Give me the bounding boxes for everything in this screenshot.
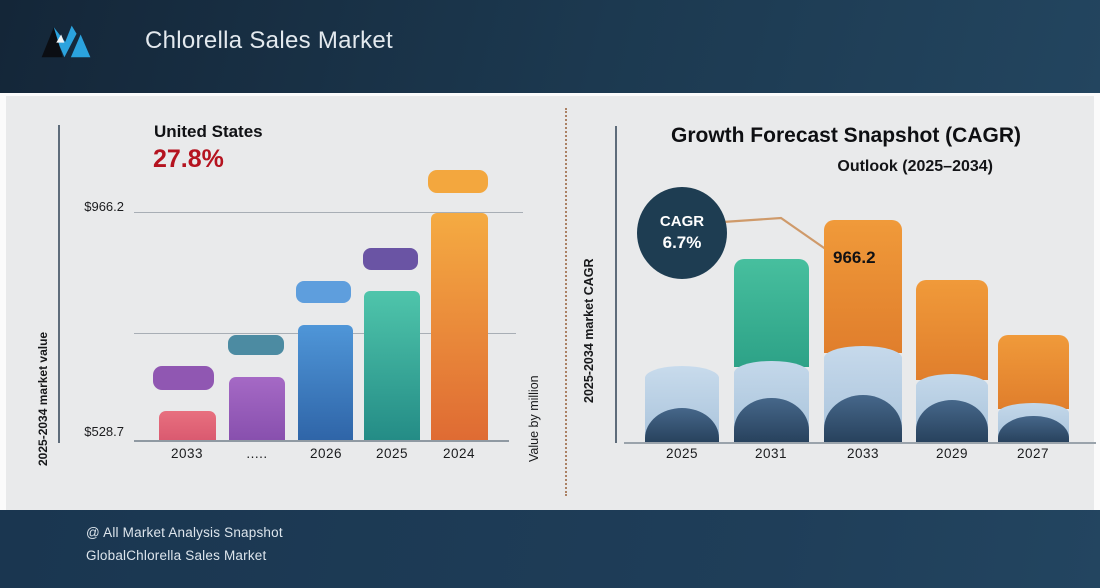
xlabel-r-2027: 2027 bbox=[1016, 446, 1050, 461]
right-y-axis-line bbox=[615, 126, 617, 443]
bar-2033-top-segment bbox=[824, 220, 902, 353]
cagr-badge-label: CAGR bbox=[659, 213, 705, 230]
cap-2033 bbox=[153, 366, 214, 390]
footer-snapshot-text: @ All Market Analysis Snapshot bbox=[86, 525, 283, 540]
right-x-axis-line bbox=[624, 442, 1096, 444]
left-chart-highlight: 27.8% bbox=[153, 145, 224, 173]
bar-2033 bbox=[159, 411, 216, 440]
left-chart-title: United States bbox=[154, 122, 263, 141]
ytick-966: $966.2 bbox=[84, 199, 124, 214]
gridline-top bbox=[134, 212, 523, 213]
footer-bar: @ All Market Analysis Snapshot GlobalChl… bbox=[0, 510, 1100, 588]
bar-2025 bbox=[364, 291, 420, 440]
bar-2029-top-segment bbox=[916, 280, 988, 380]
left-right-axis-label: Value by million bbox=[527, 375, 541, 462]
ama-logo-icon bbox=[41, 25, 91, 58]
cagr-badge: CAGR 6.7% bbox=[637, 187, 727, 279]
content-area: 2025-2034 market value United States 27.… bbox=[0, 93, 1100, 510]
left-x-axis-line bbox=[134, 440, 509, 442]
cagr-connector-line bbox=[722, 216, 828, 251]
bar-2024 bbox=[431, 213, 488, 440]
xlabel-r-2033: 2033 bbox=[846, 446, 880, 461]
cap-dots bbox=[228, 335, 284, 355]
xlabel-r-2025: 2025 bbox=[665, 446, 699, 461]
bar-2029-base-segment bbox=[916, 400, 988, 443]
footer-market-text: GlobalChlorella Sales Market bbox=[86, 548, 267, 563]
xlabel-2026: 2026 bbox=[309, 446, 343, 461]
bar-2026 bbox=[298, 325, 353, 440]
xlabel-r-2029: 2029 bbox=[935, 446, 969, 461]
right-chart-subtitle: Outlook (2025–2034) bbox=[837, 158, 993, 175]
cap-2026 bbox=[296, 281, 351, 303]
xlabel-dots: ..... bbox=[246, 446, 268, 461]
header-bar: Chlorella Sales Market bbox=[0, 0, 1100, 93]
xlabel-2033: 2033 bbox=[170, 446, 204, 461]
xlabel-2024: 2024 bbox=[442, 446, 476, 461]
ytick-528: $528.7 bbox=[84, 424, 124, 439]
right-chart-title: Growth Forecast Snapshot (CAGR) bbox=[670, 124, 1022, 147]
bar-2033-base-segment bbox=[824, 395, 902, 443]
bar-2031-base-segment bbox=[734, 398, 809, 443]
right-y-axis-label: 2025-2034 market CAGR bbox=[582, 258, 596, 404]
bar-2031-top-segment bbox=[734, 259, 809, 367]
left-y-axis-line bbox=[58, 125, 60, 443]
panel-divider bbox=[565, 108, 567, 496]
cap-2025 bbox=[363, 248, 418, 270]
annotated-bar-value: 966.2 bbox=[833, 248, 876, 267]
cap-2024 bbox=[428, 170, 488, 193]
left-y-axis-label: 2025-2034 market value bbox=[36, 331, 50, 466]
cagr-badge-value: 6.7% bbox=[662, 232, 702, 252]
bar-2027-top-segment bbox=[998, 335, 1069, 409]
xlabel-r-2031: 2031 bbox=[754, 446, 788, 461]
xlabel-2025: 2025 bbox=[375, 446, 409, 461]
bar-dots bbox=[229, 377, 285, 440]
page-title: Chlorella Sales Market bbox=[145, 27, 394, 54]
